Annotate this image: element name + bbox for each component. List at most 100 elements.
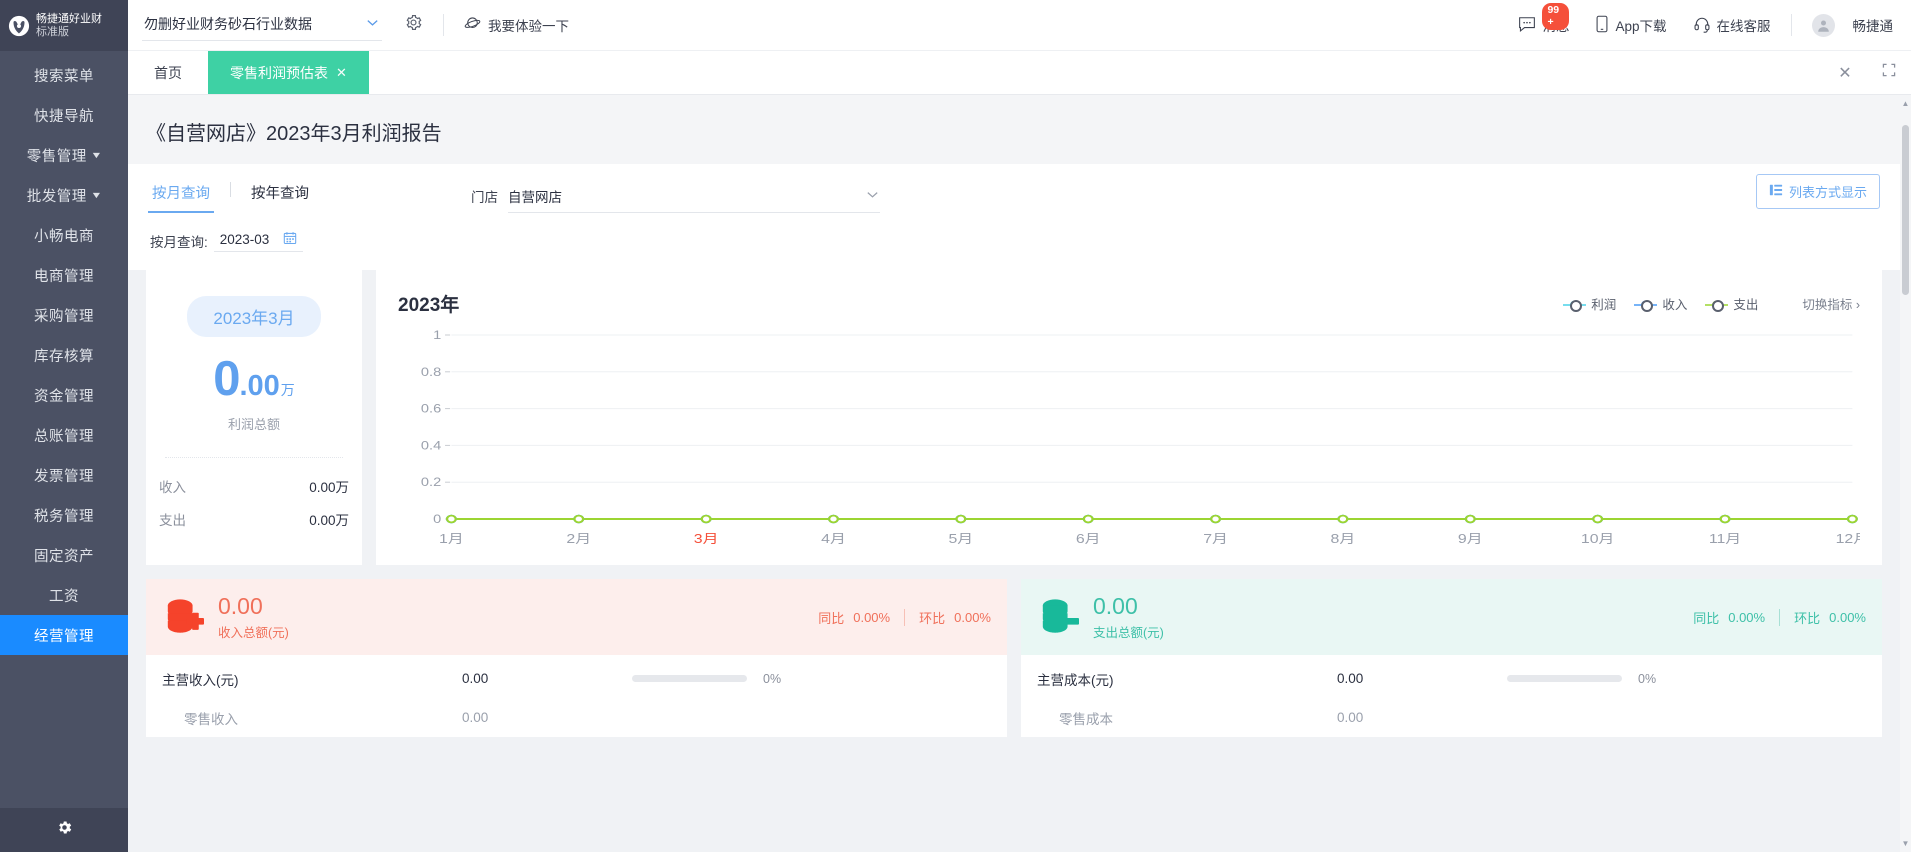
legend-item-profit[interactable]: 利润 [1563, 294, 1616, 313]
filter-row: 按月查询 按年查询 门店 自营网店 [128, 164, 1900, 213]
sidebar-item-funds[interactable]: 资金管理 [0, 375, 128, 415]
switch-metric-label: 切换指标 [1802, 298, 1853, 312]
legend-marker [1705, 299, 1729, 312]
window-fullscreen-button[interactable] [1867, 51, 1911, 94]
row-percent: 0% [1638, 671, 1657, 686]
messages-button[interactable]: 消息 99 + [1518, 3, 1570, 35]
sidebar-item-search[interactable]: 搜索菜单 [0, 55, 128, 95]
sidebar-item-label: 工资 [49, 588, 79, 605]
row-label: 主营收入(元) [162, 672, 239, 688]
row-percent: 0% [763, 671, 782, 686]
legend-item-expense[interactable]: 支出 [1705, 294, 1758, 313]
list-view-label: 列表方式显示 [1788, 185, 1867, 200]
sidebar-item-tax[interactable]: 税务管理 [0, 495, 128, 535]
tab-label: 首页 [154, 64, 182, 81]
coin-stack-minus-icon [1037, 597, 1081, 637]
expense-mom-value: 0.00% [1829, 609, 1866, 625]
sidebar-item-xiaochang-ecom[interactable]: 小畅电商 [0, 215, 128, 255]
sidebar-item-ledger[interactable]: 总账管理 [0, 415, 128, 455]
headset-icon [1693, 15, 1711, 36]
sidebar-item-purchase[interactable]: 采购管理 [0, 295, 128, 335]
coin-stack-plus-icon [162, 597, 206, 637]
chart-header: 2023年 利润 收入 [398, 290, 1860, 317]
kpi-row-income: 收入 0.00万 [159, 476, 349, 496]
expense-amount: 0.00 [1093, 593, 1138, 619]
tab-label: 零售利润预估表 [230, 64, 328, 81]
settings-button[interactable] [404, 13, 423, 37]
row-value: 0.00 [1337, 671, 1364, 686]
chevron-down-icon [865, 187, 880, 205]
tab-retail-profit-forecast[interactable]: 零售利润预估表 ✕ [208, 51, 369, 94]
row-label: 零售收入 [184, 711, 238, 727]
account-select[interactable]: 勿删好业财务砂石行业数据 [142, 10, 382, 41]
list-view-button[interactable]: 列表方式显示 [1755, 174, 1880, 209]
svg-text:10月: 10月 [1581, 533, 1615, 547]
svg-text:6月: 6月 [1076, 533, 1101, 547]
mobile-icon [1595, 15, 1609, 36]
sidebar-item-retail[interactable]: 零售管理 ▼ [0, 135, 128, 175]
sidebar-item-label: 零售管理 [26, 148, 87, 165]
sidebar-item-quicknav[interactable]: 快捷导航 [0, 95, 128, 135]
row-value: 0.00 [462, 710, 489, 725]
sidebar-item-label: 发票管理 [34, 468, 94, 485]
main-column: 勿删好业财务砂石行业数据 [128, 0, 1911, 852]
page-content: 《自营网店》2023年3月利润报告 按月查询 按年查询 [128, 95, 1900, 852]
user-menu[interactable]: 畅捷通 [1811, 13, 1893, 37]
svg-text:0.4: 0.4 [421, 439, 441, 452]
sidebar-item-label: 总账管理 [34, 428, 94, 445]
chart-legend: 利润 收入 支出 [1563, 294, 1860, 313]
chevron-down-icon [365, 15, 380, 33]
expense-label: 支出总额(元) [1093, 626, 1164, 640]
brand-edition: 标准版 [36, 25, 69, 38]
month-pill: 2023年3月 [187, 296, 321, 337]
kpi-row-expense: 支出 0.00万 [159, 509, 349, 529]
list-icon [1769, 183, 1783, 200]
legend-item-income[interactable]: 收入 [1634, 294, 1687, 313]
income-label: 收入总额(元) [218, 626, 289, 640]
chevron-up-icon[interactable]: ▲ [1901, 99, 1910, 108]
sidebar-item-wholesale[interactable]: 批发管理 ▼ [0, 175, 128, 215]
table-row: 零售成本 0.00 [1037, 698, 1866, 737]
gear-icon [404, 13, 423, 37]
tab-label: 按年查询 [251, 186, 309, 202]
tab-home[interactable]: 首页 [128, 51, 208, 94]
kpi-row-label: 支出 [159, 513, 186, 528]
sidebar-item-business-management[interactable]: 经营管理 [0, 615, 128, 655]
try-experience-button[interactable]: 我要体验一下 [464, 15, 569, 35]
income-rows: 主营收入(元) 0.00 0% 零售收入 0.00 [146, 655, 1007, 737]
chevron-down-icon[interactable]: ▼ [1901, 839, 1910, 848]
page-scrollbar[interactable]: ▲ ▼ [1900, 95, 1911, 852]
sidebar-item-fixed-assets[interactable]: 固定资产 [0, 535, 128, 575]
sidebar-item-ecommerce[interactable]: 电商管理 [0, 255, 128, 295]
close-icon[interactable]: ✕ [336, 64, 347, 80]
store-select[interactable]: 自营网店 [508, 186, 880, 213]
date-filter-row: 按月查询: 2023-03 [128, 213, 1900, 270]
window-close-button[interactable]: ✕ [1823, 51, 1867, 94]
expense-card-header: 0.00 支出总额(元) 同比 0.00% 环比 0.00% [1021, 579, 1882, 655]
divider [230, 182, 231, 197]
sidebar-item-salary[interactable]: 工资 [0, 575, 128, 615]
tab-query-by-month[interactable]: 按月查询 [148, 176, 214, 213]
expense-yoy-label: 同比 [1693, 610, 1720, 626]
sidebar-settings-button[interactable] [0, 808, 128, 852]
page-body: 《自营网店》2023年3月利润报告 按月查询 按年查询 [128, 95, 1911, 852]
row-label: 零售成本 [1059, 711, 1113, 727]
chart-plot: 0 0.2 0.4 0.6 0.8 1 1月 2月 3月 4月 5月 6月 7月 8月 9月 10月 11月 12… [398, 325, 1869, 555]
sidebar-item-label: 税务管理 [34, 508, 94, 525]
app-download-button[interactable]: App下载 [1595, 15, 1667, 36]
switch-metric-button[interactable]: 切换指标 › [1802, 298, 1860, 312]
sidebar-item-label: 搜索菜单 [34, 68, 94, 85]
svg-text:12月: 12月 [1836, 533, 1860, 547]
online-service-button[interactable]: 在线客服 [1693, 15, 1771, 36]
date-picker[interactable]: 2023-03 [213, 229, 304, 252]
date-value: 2023-03 [219, 232, 270, 247]
page-title: 《自营网店》2023年3月利润报告 [128, 95, 1900, 164]
tab-query-by-year[interactable]: 按年查询 [247, 176, 313, 213]
sidebar-item-invoice[interactable]: 发票管理 [0, 455, 128, 495]
expense-rows: 主营成本(元) 0.00 0% 零售成本 0.00 [1021, 655, 1882, 737]
sidebar-item-inventory[interactable]: 库存核算 [0, 335, 128, 375]
scrollbar-thumb[interactable] [1902, 125, 1909, 295]
tab-strip: 首页 零售利润预估表 ✕ ✕ [128, 51, 1911, 95]
query-mode-tabs: 按月查询 按年查询 [148, 176, 313, 213]
